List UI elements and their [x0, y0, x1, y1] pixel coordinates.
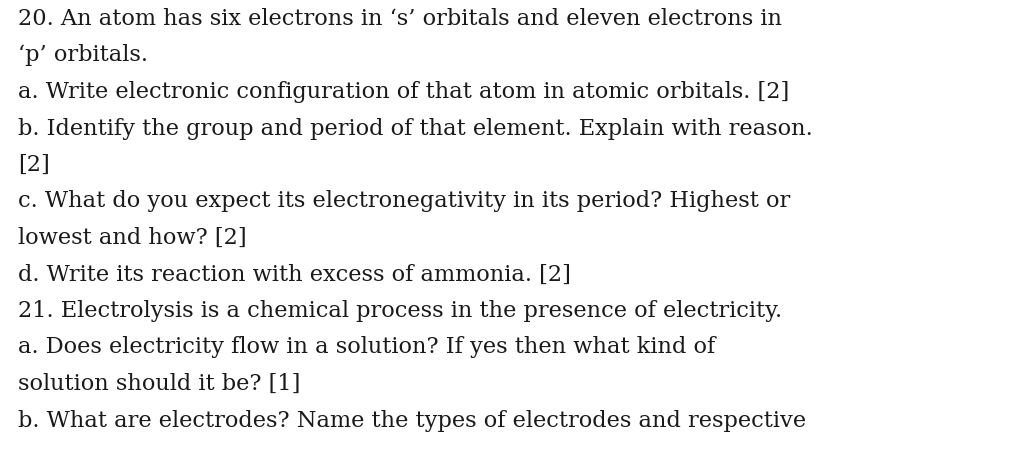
- Text: 21. Electrolysis is a chemical process in the presence of electricity.: 21. Electrolysis is a chemical process i…: [18, 300, 782, 322]
- Text: lowest and how? [2]: lowest and how? [2]: [18, 227, 247, 249]
- Text: b. Identify the group and period of that element. Explain with reason.: b. Identify the group and period of that…: [18, 118, 813, 139]
- Text: a. Does electricity flow in a solution? If yes then what kind of: a. Does electricity flow in a solution? …: [18, 336, 715, 359]
- Text: solution should it be? [1]: solution should it be? [1]: [18, 373, 300, 395]
- Text: [2]: [2]: [18, 154, 50, 176]
- Text: ‘p’ orbitals.: ‘p’ orbitals.: [18, 44, 148, 66]
- Text: 20. An atom has six electrons in ‘s’ orbitals and eleven electrons in: 20. An atom has six electrons in ‘s’ orb…: [18, 8, 782, 30]
- Text: d. Write its reaction with excess of ammonia. [2]: d. Write its reaction with excess of amm…: [18, 263, 570, 286]
- Text: b. What are electrodes? Name the types of electrodes and respective: b. What are electrodes? Name the types o…: [18, 410, 806, 431]
- Text: a. Write electronic configuration of that atom in atomic orbitals. [2]: a. Write electronic configuration of tha…: [18, 81, 790, 103]
- Text: c. What do you expect its electronegativity in its period? Highest or: c. What do you expect its electronegativ…: [18, 191, 791, 212]
